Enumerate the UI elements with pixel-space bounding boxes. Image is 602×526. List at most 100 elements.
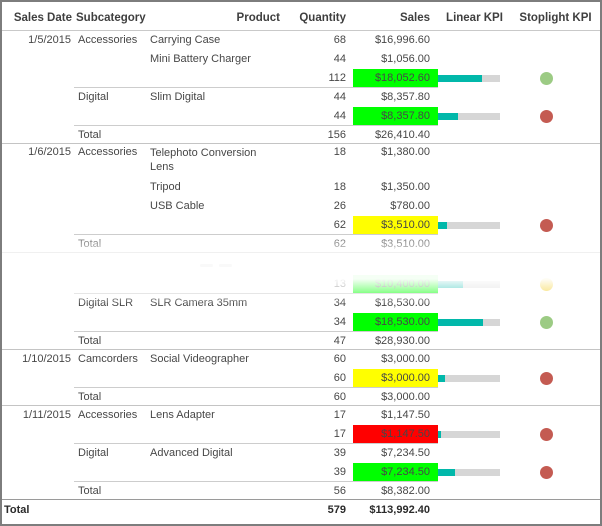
cell-subcategory: Digital — [74, 443, 147, 463]
table-row[interactable]: Digital Advanced Digital 39 $7,234.50 — [2, 443, 600, 463]
table-row[interactable]: 39 $7,234.50 — [2, 462, 600, 482]
table-row[interactable]: 1/11/2015 Accessories Lens Adapter 17 $1,147… — [2, 405, 600, 425]
cell-sales-date: 1/10/2015 — [2, 349, 74, 369]
cell-sales-date — [2, 425, 74, 444]
table-row[interactable]: Total 62 $3,510.00 — [2, 234, 600, 253]
cell-subcategory: Total — [74, 331, 147, 350]
cell-stoplight-kpi — [511, 235, 600, 253]
cell-quantity-text: 47 — [333, 334, 346, 347]
linear-kpi-fill — [438, 75, 483, 82]
cell-sales-text: $3,510.00 — [381, 237, 430, 250]
column-header-subcategory[interactable]: Subcategory — [74, 9, 147, 31]
cell-product-text: Mini Battery Charger — [150, 53, 251, 65]
cell-linear-kpi — [438, 369, 511, 388]
column-header-sales[interactable]: Sales — [348, 9, 438, 31]
cell-stoplight-kpi — [511, 388, 600, 406]
grand-total-stoplight — [511, 499, 600, 524]
cell-sales: $28,930.00 — [348, 331, 438, 350]
table-row[interactable]: 1/5/2015 Accessories Carrying Case 68 $16,99… — [2, 31, 600, 50]
table-row[interactable]: Digital SLR SLR Camera 35mm 34 $18,530.00 — [2, 293, 600, 313]
cell-subcategory — [74, 178, 147, 197]
table-row[interactable]: 34 $18,530.00 — [2, 312, 600, 332]
cell-sales-text: $7,234.50 — [381, 465, 430, 478]
grand-total-product — [147, 499, 282, 524]
table-row[interactable]: 112 $18,052.60 — [2, 68, 600, 88]
cell-product: Tripod — [147, 178, 282, 197]
cell-sales: $1,056.00 — [348, 50, 438, 69]
cell-subcategory-text: Accessories — [78, 146, 138, 158]
cell-quantity-text: 44 — [333, 53, 346, 65]
cell-quantity-text: 18 — [333, 181, 346, 193]
cell-sales-text: $26,410.40 — [374, 128, 430, 141]
cell-subcategory: Accessories — [74, 405, 147, 425]
cell-product: Lens Adapter — [147, 405, 282, 425]
ghost-remnant-mark — [219, 263, 232, 267]
cell-quantity: 60 — [282, 349, 348, 369]
cell-linear-kpi — [438, 275, 511, 294]
cell-sales-date-text: 1/5/2015 — [28, 34, 71, 47]
cell-sales-text: $7,234.50 — [381, 447, 430, 460]
cell-product — [147, 107, 282, 126]
cell-sales-text: $8,357.80 — [381, 91, 430, 104]
table-row[interactable]: 1/10/2015 Camcorders Social Videographer 60… — [2, 349, 600, 369]
column-header-linear-kpi[interactable]: Linear KPI — [438, 9, 511, 31]
cell-sales: $18,530.00 — [348, 312, 438, 332]
cell-linear-kpi — [438, 444, 511, 463]
cell-stoplight-kpi — [511, 107, 600, 126]
table-row[interactable]: 62 $3,510.00 — [2, 215, 600, 235]
cell-sales-date: 1/11/2015 — [2, 405, 74, 425]
cell-sales-date — [2, 50, 74, 69]
table-row[interactable]: Total 156 $26,410.40 — [2, 125, 600, 144]
cell-quantity-text: 18 — [333, 146, 346, 158]
cell-product — [147, 481, 282, 500]
cell-sales: $18,530.00 — [348, 293, 438, 313]
cell-quantity-text: 112 — [328, 71, 346, 84]
linear-kpi-fill — [438, 469, 456, 476]
cell-stoplight-kpi — [511, 294, 600, 313]
column-header-sales-date[interactable]: Sales Date — [2, 9, 74, 31]
cell-stoplight-kpi — [511, 332, 600, 350]
cell-sales: $3,000.00 — [348, 387, 438, 406]
linear-kpi-track — [438, 431, 500, 438]
stoplight-red-icon — [540, 465, 553, 479]
cell-quantity-text: 34 — [333, 297, 346, 310]
cell-subcategory — [74, 69, 147, 88]
cell-quantity: 68 — [282, 31, 348, 50]
linear-kpi-fill — [438, 431, 442, 438]
linear-kpi-fill — [438, 375, 446, 382]
table-body: 1/5/2015 Accessories Carrying Case 68 $16,99… — [2, 31, 600, 500]
table-row[interactable]: Total 56 $8,382.00 — [2, 481, 600, 500]
table-row[interactable]: Total 60 $3,000.00 — [2, 387, 600, 406]
table-row[interactable]: Total 47 $28,930.00 — [2, 331, 600, 350]
column-header-stoplight-kpi[interactable]: Stoplight KPI — [511, 9, 600, 31]
table-row[interactable]: USB Cable 26 $780.00 — [2, 197, 600, 216]
cell-subcategory: Total — [74, 481, 147, 500]
column-header-product[interactable]: Product — [147, 9, 282, 31]
cell-linear-kpi — [438, 31, 511, 50]
linear-kpi-track — [438, 113, 500, 120]
column-header-quantity[interactable]: Quantity — [282, 9, 348, 31]
table-row[interactable]: 17 $1,147.50 — [2, 424, 600, 444]
cell-quantity: 26 — [282, 197, 348, 216]
table-row[interactable]: 1/6/2015 Accessories Telephoto Conversion … — [2, 143, 600, 178]
cell-sales-date — [2, 216, 74, 235]
grand-total-sales: $113,992.40 — [348, 499, 438, 524]
table-row[interactable]: 44 $8,357.80 — [2, 106, 600, 126]
table-row[interactable]: Tripod 18 $1,350.00 — [2, 178, 600, 197]
table-row[interactable]: Digital Slim Digital 44 $8,357.80 — [2, 87, 600, 107]
cell-product — [147, 275, 282, 294]
ghost-remnant-mark — [200, 263, 213, 267]
grand-total-row[interactable]: Total 579 $113,992.40 — [2, 499, 600, 524]
table-row[interactable]: 13 $10,400.00 — [2, 274, 600, 294]
cell-sales-date — [2, 388, 74, 406]
cell-linear-kpi — [438, 69, 511, 88]
cell-stoplight-kpi — [511, 349, 600, 369]
cell-product — [147, 331, 282, 350]
cell-sales-text: $28,930.00 — [374, 334, 430, 347]
table-row[interactable]: 60 $3,000.00 — [2, 368, 600, 388]
ghost-row[interactable] — [2, 252, 600, 275]
cell-stoplight-kpi — [511, 126, 600, 144]
cell-sales-date: 1/5/2015 — [2, 31, 74, 50]
cell-product — [147, 234, 282, 253]
table-row[interactable]: Mini Battery Charger 44 $1,056.00 — [2, 50, 600, 69]
